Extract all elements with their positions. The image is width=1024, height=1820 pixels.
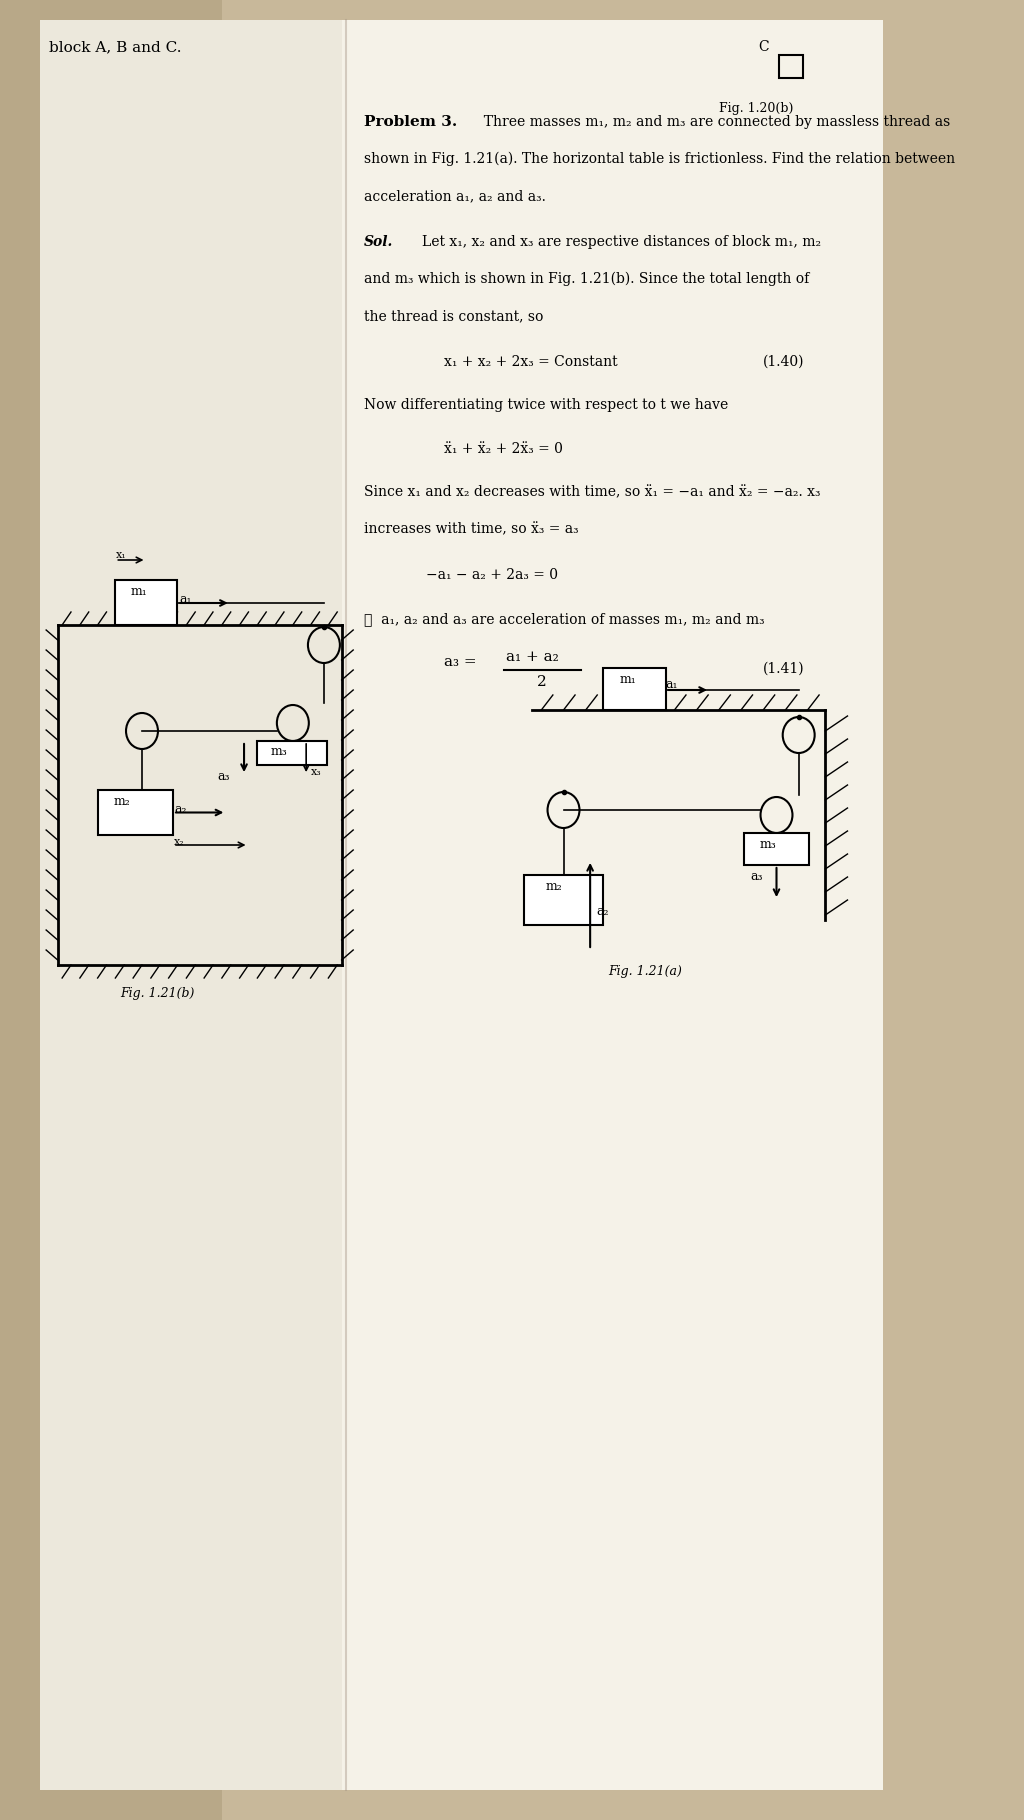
Text: (1.41): (1.41) (763, 662, 805, 675)
Text: x₁ + x₂ + 2x₃ = Constant: x₁ + x₂ + 2x₃ = Constant (443, 355, 617, 369)
Text: m₂: m₂ (546, 881, 562, 894)
Text: Let x₁, x₂ and x₃ are respective distances of block m₁, m₂: Let x₁, x₂ and x₃ are respective distanc… (422, 235, 820, 249)
Text: ∴  a₁, a₂ and a₃ are acceleration of masses m₁, m₂ and m₃: ∴ a₁, a₂ and a₃ are acceleration of mass… (364, 612, 765, 626)
Polygon shape (257, 741, 327, 764)
Text: a₃: a₃ (217, 770, 230, 783)
Polygon shape (743, 834, 809, 864)
Text: m₃: m₃ (760, 837, 776, 852)
Polygon shape (40, 20, 359, 1791)
Text: block A, B and C.: block A, B and C. (49, 40, 181, 55)
Text: m₂: m₂ (114, 795, 130, 808)
Text: C: C (759, 40, 769, 55)
Polygon shape (116, 581, 177, 624)
Text: shown in Fig. 1.21(a). The horizontal table is frictionless. Find the relation b: shown in Fig. 1.21(a). The horizontal ta… (364, 153, 955, 166)
Text: a₂: a₂ (174, 803, 186, 815)
Text: Sol.: Sol. (364, 235, 393, 249)
Text: ẍ₁ + ẍ₂ + 2ẍ₃ = 0: ẍ₁ + ẍ₂ + 2ẍ₃ = 0 (443, 442, 562, 457)
Text: −a₁ − a₂ + 2a₃ = 0: −a₁ − a₂ + 2a₃ = 0 (426, 568, 558, 582)
Polygon shape (603, 668, 666, 710)
Text: Problem 3.: Problem 3. (364, 115, 457, 129)
Text: m₁: m₁ (130, 584, 147, 599)
Text: Fig. 1.21(b): Fig. 1.21(b) (120, 986, 195, 999)
Text: acceleration a₁, a₂ and a₃.: acceleration a₁, a₂ and a₃. (364, 189, 546, 204)
Text: Now differentiating twice with respect to t we have: Now differentiating twice with respect t… (364, 399, 728, 411)
Text: m₁: m₁ (620, 673, 636, 686)
Text: Fig. 1.20(b): Fig. 1.20(b) (719, 102, 794, 115)
Text: a₁: a₁ (666, 679, 678, 692)
Text: a₂: a₂ (596, 905, 609, 917)
Text: 2: 2 (537, 675, 547, 690)
Text: x₃: x₃ (310, 766, 322, 777)
Text: a₃ =: a₃ = (443, 655, 476, 670)
Polygon shape (0, 0, 222, 1820)
Polygon shape (523, 875, 603, 925)
Text: m₃: m₃ (270, 744, 288, 757)
Text: the thread is constant, so: the thread is constant, so (364, 309, 543, 322)
Text: x₁: x₁ (116, 550, 126, 561)
Text: and m₃ which is shown in Fig. 1.21(b). Since the total length of: and m₃ which is shown in Fig. 1.21(b). S… (364, 271, 809, 286)
Text: (1.40): (1.40) (763, 355, 805, 369)
Polygon shape (97, 790, 173, 835)
Text: a₁: a₁ (179, 593, 191, 606)
Text: Three masses m₁, m₂ and m₃ are connected by massless thread as: Three masses m₁, m₂ and m₃ are connected… (475, 115, 950, 129)
Polygon shape (342, 20, 883, 1791)
Text: a₁ + a₂: a₁ + a₂ (506, 650, 558, 664)
Text: increases with time, so ẍ₃ = a₃: increases with time, so ẍ₃ = a₃ (364, 522, 579, 537)
Text: Since x₁ and x₂ decreases with time, so ẍ₁ = −a₁ and ẍ₂ = −a₂. x₃: Since x₁ and x₂ decreases with time, so … (364, 484, 820, 499)
Text: x₂: x₂ (174, 837, 184, 846)
Text: Fig. 1.21(a): Fig. 1.21(a) (608, 965, 682, 977)
Text: a₃: a₃ (750, 870, 763, 883)
